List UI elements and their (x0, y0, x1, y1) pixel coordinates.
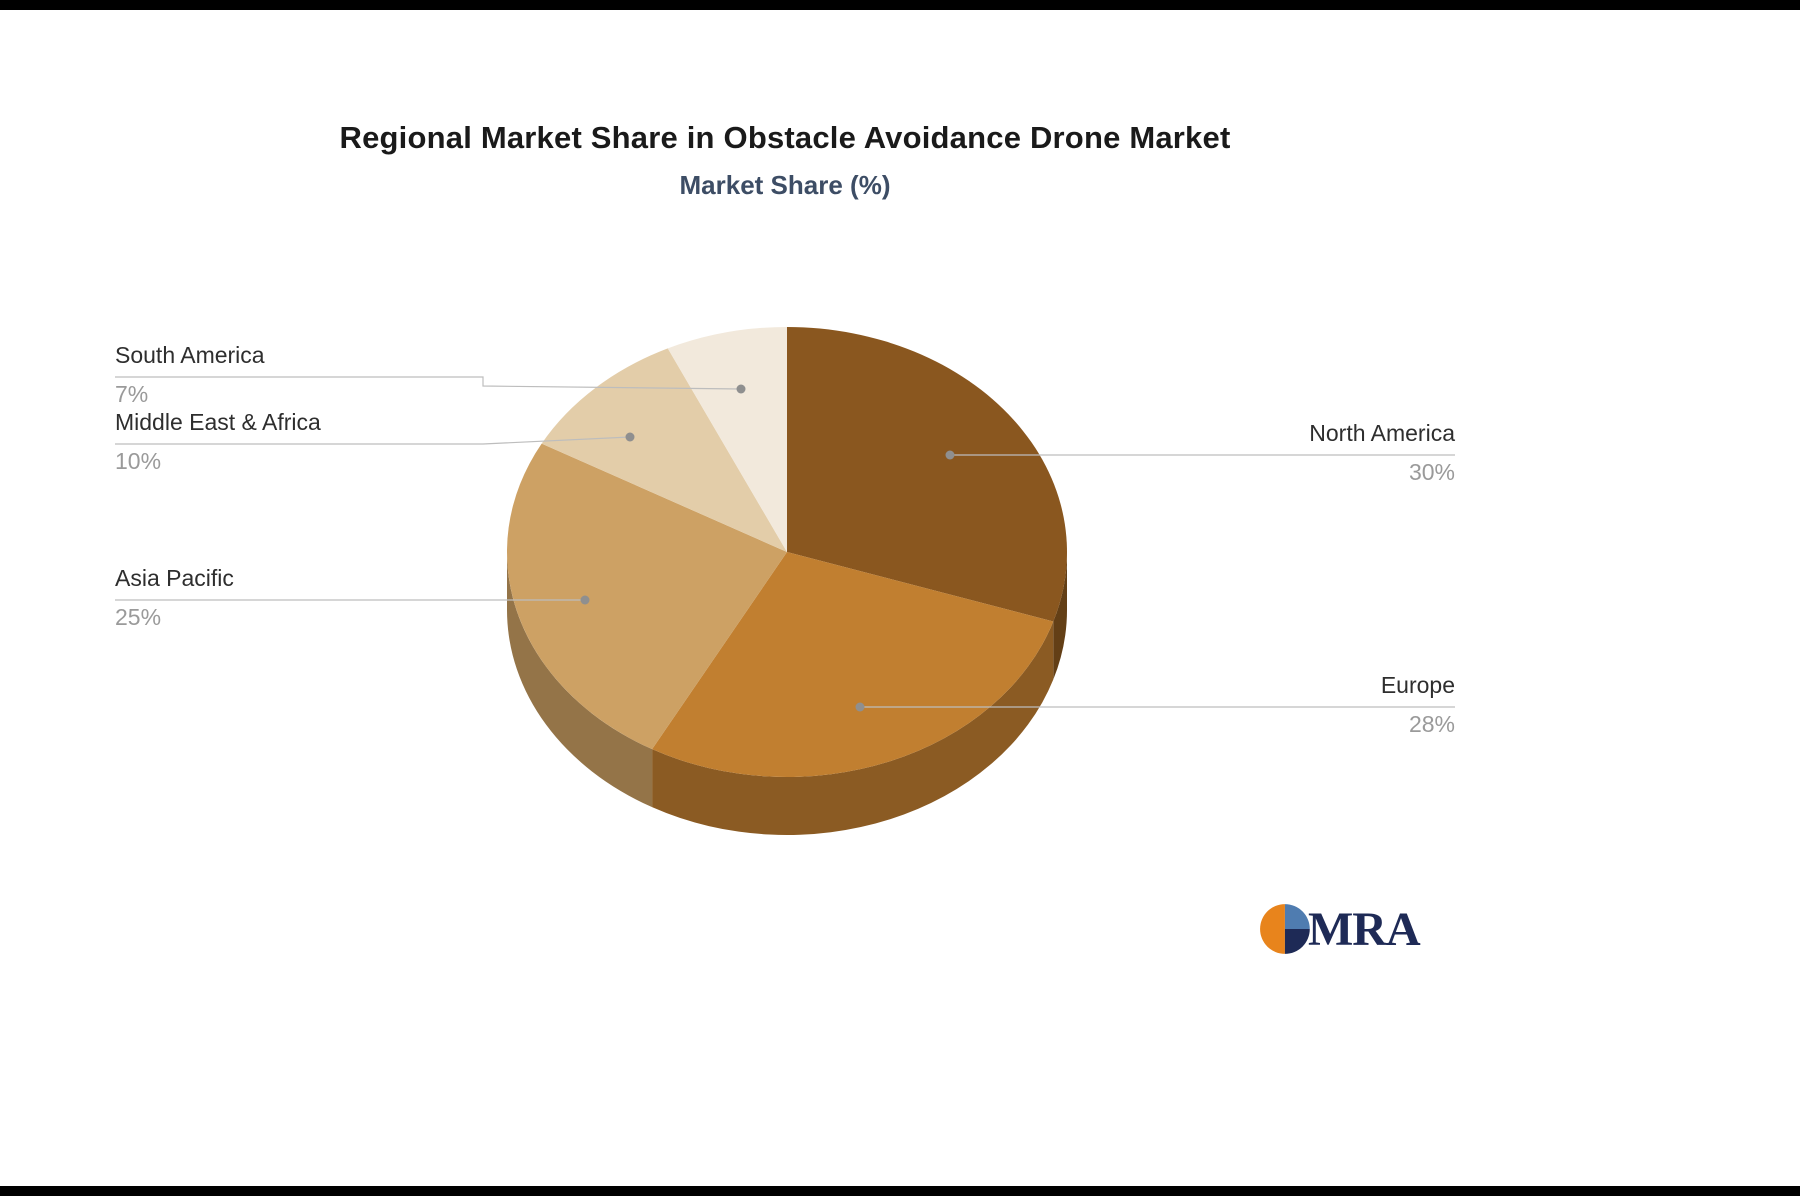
chart-title: Regional Market Share in Obstacle Avoida… (339, 120, 1231, 155)
pie-slice-side-north-america (1053, 552, 1067, 680)
chart-subtitle: Market Share (%) (679, 170, 891, 200)
leader-dot-europe (855, 702, 865, 712)
mra-logo: MRA (1258, 900, 1421, 958)
label-north-america: North America (1309, 420, 1455, 446)
top-frame-bar (0, 0, 1800, 10)
pie-slice-asia-pacific (507, 443, 787, 750)
pie-slice-europe (652, 552, 1054, 777)
leader-dot-north-america (945, 450, 955, 460)
label-asia-pacific: Asia Pacific (115, 565, 234, 591)
pie-slice-middle-east-africa (541, 348, 787, 552)
leader-line-south-america (115, 376, 742, 390)
leader-line-middle-east-africa (115, 436, 631, 445)
bottom-frame-bar (0, 1186, 1800, 1196)
label-south-america: South America (115, 342, 265, 368)
leader-dot-middle-east-africa (625, 432, 635, 442)
label-europe: Europe (1380, 672, 1455, 698)
pie-slice-side-europe (652, 621, 1054, 835)
value-north-america: 30% (1408, 459, 1455, 485)
value-asia-pacific: 25% (115, 604, 162, 630)
mra-logo-icon (1260, 904, 1310, 954)
leader-dot-south-america (736, 384, 746, 394)
pie-slice-north-america (787, 327, 1067, 622)
value-middle-east-africa: 10% (115, 448, 162, 474)
value-south-america: 7% (115, 381, 149, 407)
leader-dot-asia-pacific (580, 595, 590, 605)
value-europe: 28% (1408, 711, 1455, 737)
pie-slice-side-asia-pacific (507, 552, 653, 808)
pie-slice-south-america (667, 327, 787, 552)
label-middle-east-africa: Middle East & Africa (115, 409, 321, 435)
mra-logo-text: MRA (1308, 902, 1421, 956)
